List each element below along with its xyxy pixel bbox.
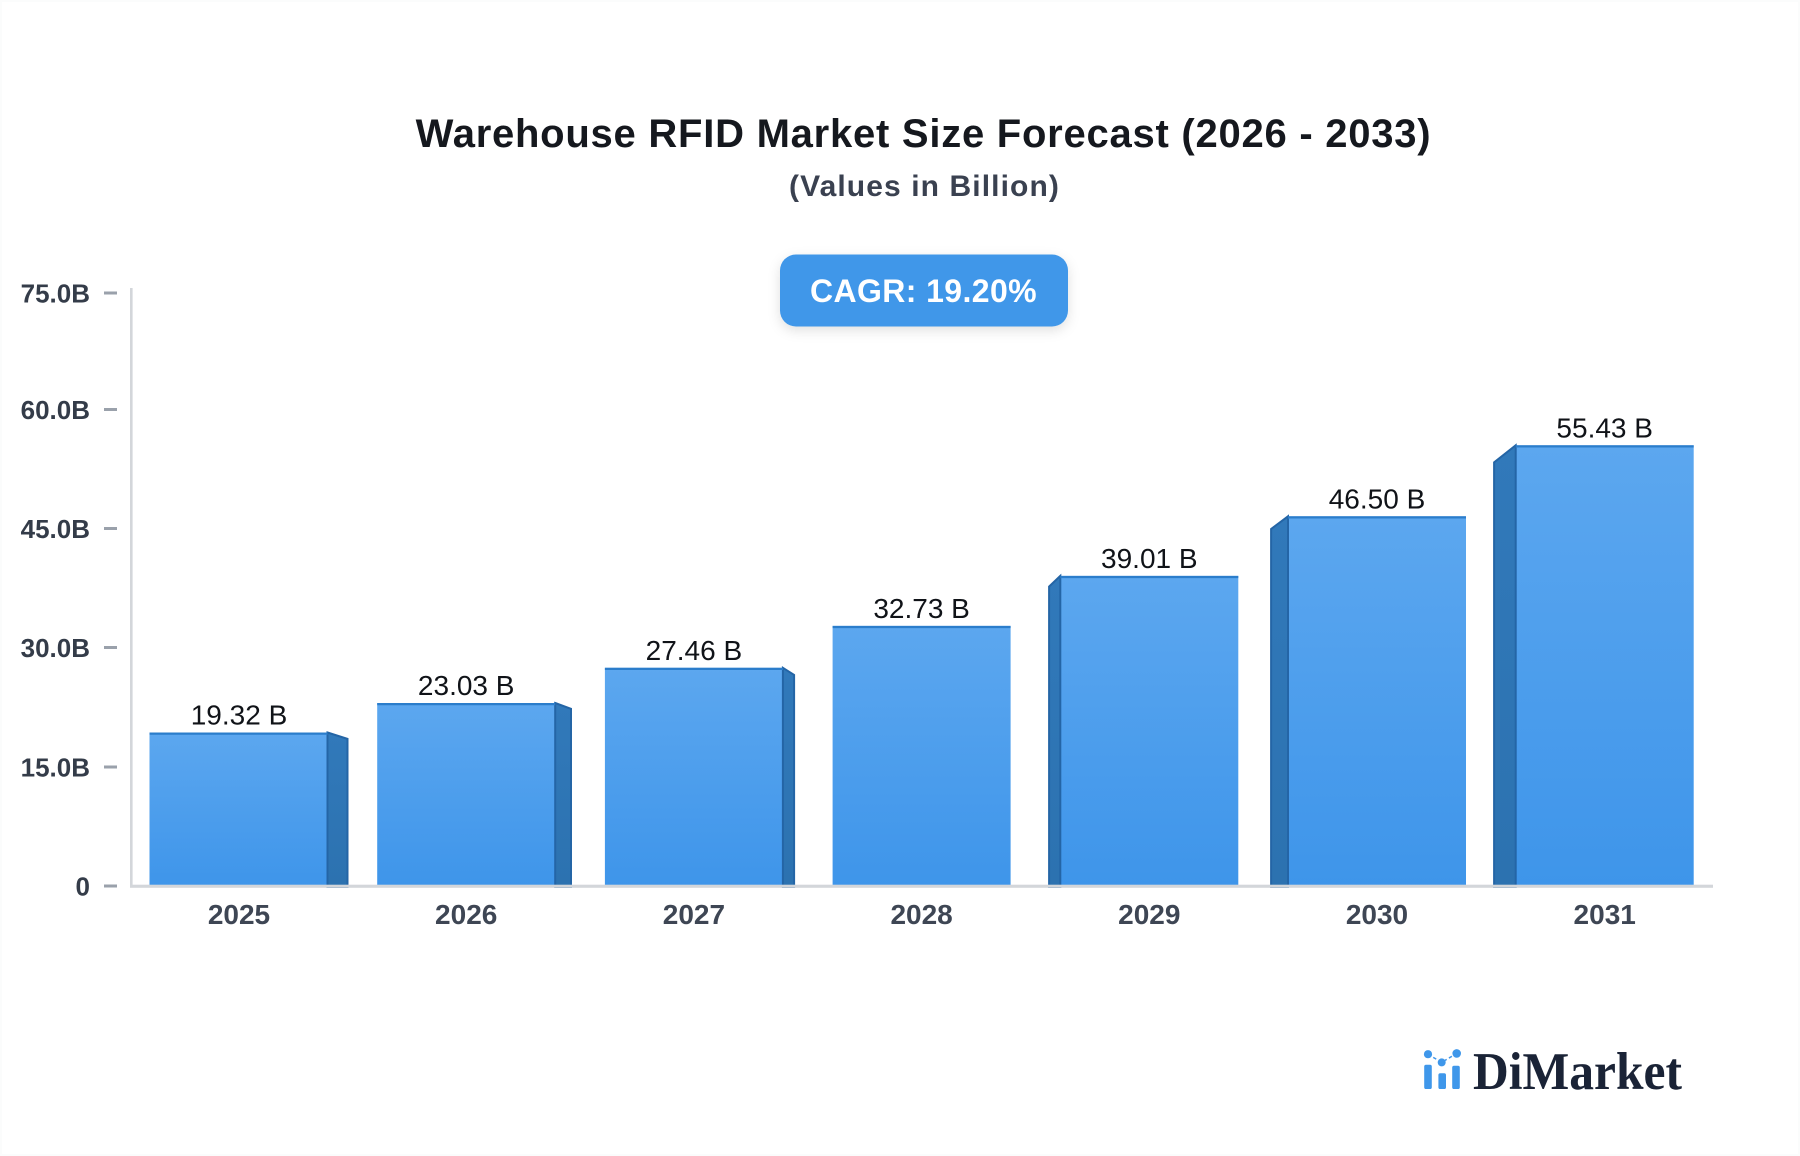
svg-text:2026: 2026 — [435, 899, 497, 930]
svg-text:75.0B: 75.0B — [21, 279, 90, 309]
svg-text:46.50 B: 46.50 B — [1329, 483, 1426, 514]
svg-text:60.0B: 60.0B — [21, 395, 90, 425]
svg-text:2030: 2030 — [1346, 899, 1408, 930]
svg-text:DiMarket: DiMarket — [1473, 1043, 1682, 1101]
svg-text:45.0B: 45.0B — [21, 514, 90, 544]
svg-text:15.0B: 15.0B — [21, 753, 90, 783]
svg-text:23.03 B: 23.03 B — [418, 670, 515, 701]
svg-text:30.0B: 30.0B — [21, 633, 90, 663]
svg-text:2029: 2029 — [1118, 899, 1180, 930]
svg-text:32.73 B: 32.73 B — [873, 593, 970, 624]
svg-text:2028: 2028 — [890, 899, 952, 930]
svg-text:Warehouse RFID Market Size For: Warehouse RFID Market Size Forecast (202… — [416, 112, 1432, 156]
svg-text:2031: 2031 — [1574, 899, 1636, 930]
svg-text:27.46 B: 27.46 B — [646, 635, 743, 666]
svg-text:CAGR: 19.20%: CAGR: 19.20% — [810, 273, 1037, 309]
svg-text:2025: 2025 — [208, 899, 270, 930]
svg-text:19.32 B: 19.32 B — [191, 700, 288, 731]
svg-text:(Values in Billion): (Values in Billion) — [789, 170, 1060, 203]
svg-text:2027: 2027 — [663, 899, 725, 930]
svg-text:55.43 B: 55.43 B — [1556, 412, 1653, 443]
svg-text:0: 0 — [76, 872, 90, 902]
svg-text:39.01 B: 39.01 B — [1101, 543, 1198, 574]
